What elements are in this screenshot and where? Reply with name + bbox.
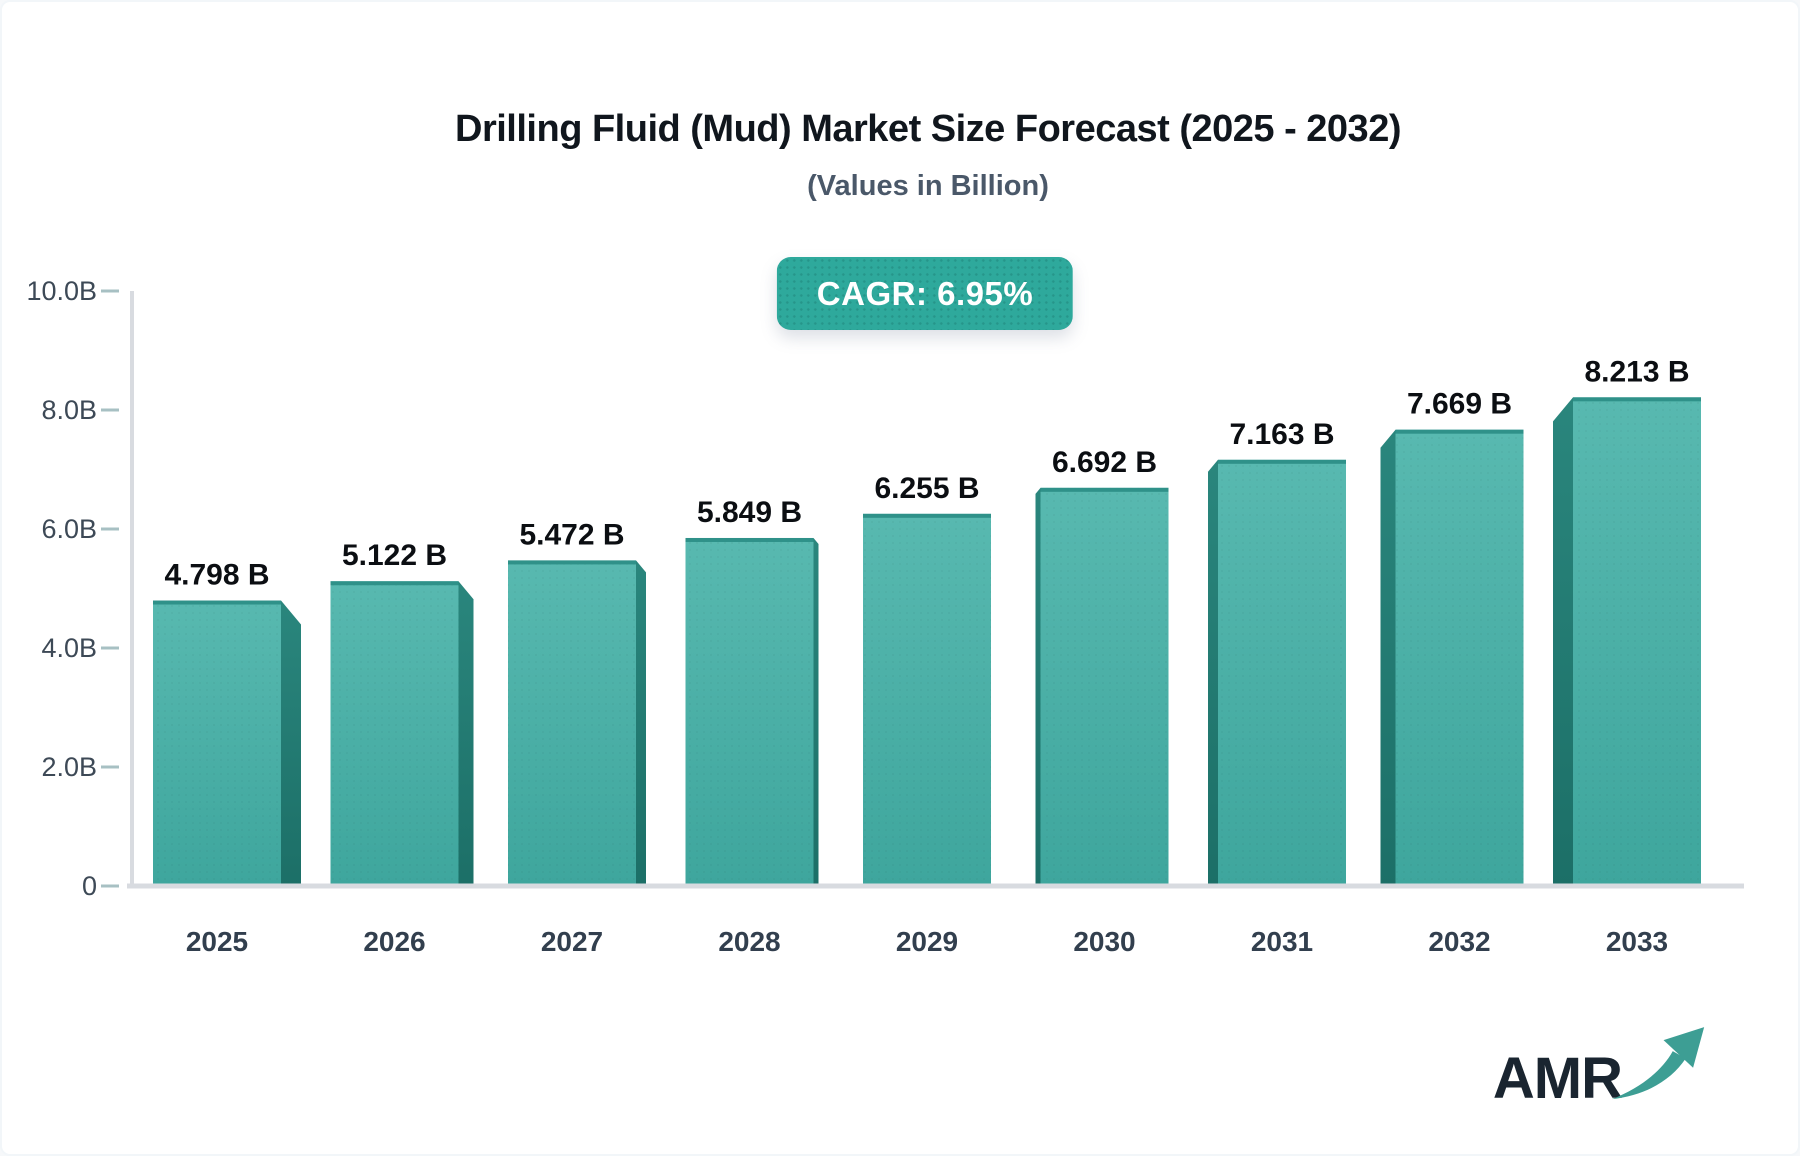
- bar-value-label: 7.163 B: [1229, 418, 1334, 451]
- y-tick-label: 2.0B: [41, 752, 97, 782]
- bar-group-2026: 5.122 B 2026: [330, 539, 474, 957]
- bar-side: [1035, 487, 1041, 886]
- bar-value-label: 4.798 B: [164, 559, 269, 592]
- bar-side: [281, 600, 301, 886]
- y-axis-line: [130, 291, 134, 888]
- bar-value-label: 5.122 B: [342, 539, 447, 572]
- bar-group-2031: 7.163 B 2031: [1208, 418, 1346, 957]
- logo-text: AMR: [1492, 1046, 1623, 1111]
- chart-subtitle: (Values in Billion): [807, 170, 1049, 202]
- bar-group-2028: 5.849 B 2028: [685, 496, 819, 957]
- x-axis-label: 2029: [896, 926, 958, 957]
- y-tick-label: 6.0B: [41, 514, 97, 544]
- bar-value-label: 5.472 B: [519, 518, 624, 551]
- bar-top-edge: [1573, 397, 1701, 402]
- y-tick-dash: [101, 884, 119, 888]
- bar-value-label: 7.669 B: [1407, 388, 1512, 421]
- growth-arrow-icon: [1611, 1027, 1705, 1100]
- bar-group-2027: 5.472 B 2027: [508, 518, 646, 957]
- x-axis-label: 2025: [186, 926, 248, 957]
- y-tick-dash: [101, 646, 119, 650]
- y-tick-label: 0: [82, 871, 97, 901]
- bar-side: [1553, 397, 1573, 886]
- y-tick-dash: [101, 408, 119, 412]
- bar-top-edge: [685, 537, 814, 542]
- bar-side: [636, 560, 646, 886]
- bar-top-edge: [508, 560, 636, 565]
- y-tick-dash: [101, 289, 119, 293]
- bar-value-label: 6.692 B: [1052, 446, 1157, 479]
- x-axis-label: 2028: [718, 926, 780, 957]
- bar-texture: [153, 600, 281, 887]
- bar-top-edge: [863, 513, 991, 518]
- x-axis-label: 2032: [1428, 926, 1490, 957]
- y-tick-dash: [101, 765, 119, 769]
- x-axis-label: 2030: [1073, 926, 1135, 957]
- bar-group-2030: 6.692 B 2030: [1035, 446, 1169, 957]
- bar-top-edge: [153, 600, 281, 605]
- bar-texture: [1040, 487, 1169, 887]
- x-axis-label: 2031: [1251, 926, 1313, 957]
- y-tick-label: 10.0B: [26, 276, 97, 306]
- x-axis-label: 2026: [363, 926, 425, 957]
- bar-value-label: 8.213 B: [1584, 355, 1689, 388]
- bar-texture: [508, 560, 636, 887]
- bar-side: [1380, 429, 1396, 886]
- bar-group-2025: 4.798 B 2025: [153, 559, 301, 957]
- y-tick-label: 4.0B: [41, 633, 97, 663]
- x-axis-label: 2033: [1606, 926, 1668, 957]
- bar-group-2033: 8.213 B 2033: [1553, 355, 1701, 957]
- bar-texture: [685, 537, 814, 887]
- cagr-badge: CAGR: 6.95%: [776, 257, 1074, 330]
- y-tick-dash: [101, 527, 119, 531]
- bar-side: [1208, 459, 1218, 886]
- bar-top-edge: [330, 581, 459, 586]
- bar-side: [458, 581, 474, 886]
- bar-group-2029: 6.255 B 2029: [863, 472, 991, 957]
- x-axis-label: 2027: [541, 926, 603, 957]
- bar-top-edge: [1395, 429, 1524, 434]
- x-axis-line: [127, 883, 1744, 889]
- bar-texture: [330, 581, 459, 887]
- bar-value-label: 5.849 B: [697, 496, 802, 529]
- bar-top-edge: [1218, 459, 1346, 464]
- y-tick-label: 8.0B: [41, 395, 97, 425]
- bar-texture: [1218, 459, 1346, 887]
- page-title: Drilling Fluid (Mud) Market Size Forecas…: [455, 108, 1401, 150]
- amr-logo: AMR: [1493, 1024, 1706, 1108]
- bar-texture: [863, 513, 991, 887]
- bar-texture: [1573, 397, 1701, 887]
- bar-top-edge: [1040, 487, 1169, 492]
- bar-side: [813, 537, 819, 886]
- bar-texture: [1395, 429, 1524, 887]
- bar-value-label: 6.255 B: [874, 472, 979, 505]
- bar-group-2032: 7.669 B 2032: [1380, 388, 1524, 957]
